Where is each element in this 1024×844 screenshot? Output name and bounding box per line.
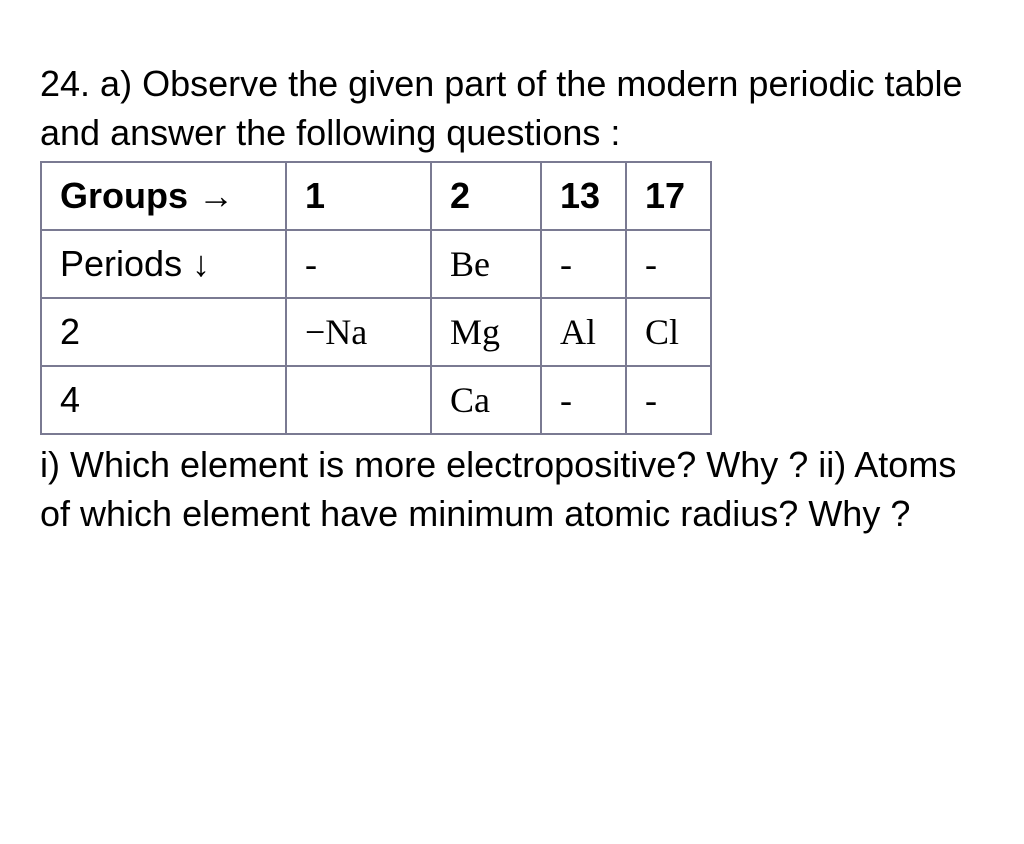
cell-be: Be — [431, 230, 541, 298]
cell: - — [541, 230, 626, 298]
group-col-13: 13 — [541, 162, 626, 230]
periods-label: Periods — [60, 243, 182, 284]
question-intro: 24. a) Observe the given part of the mod… — [40, 60, 984, 157]
groups-label-cell: Groups → — [41, 162, 286, 230]
sub-questions: i) Which element is more electropositive… — [40, 441, 984, 538]
cell-al: Al — [541, 298, 626, 366]
periodic-table: Groups → 1 2 13 17 Periods ↓ - Be - - 2 … — [40, 161, 712, 435]
question-intro-text: Observe the given part of the modern per… — [40, 63, 963, 153]
cell: - — [541, 366, 626, 434]
cell-na: −Na — [286, 298, 431, 366]
cell-ca: Ca — [431, 366, 541, 434]
group-col-17: 17 — [626, 162, 711, 230]
groups-label: Groups — [60, 175, 188, 216]
periods-label-cell: Periods ↓ — [41, 230, 286, 298]
cell — [286, 366, 431, 434]
cell: - — [626, 366, 711, 434]
table-row: Periods ↓ - Be - - — [41, 230, 711, 298]
period-label-2: 2 — [41, 298, 286, 366]
table-row: 4 Ca - - — [41, 366, 711, 434]
question-number: 24. a) — [40, 63, 132, 104]
cell: - — [626, 230, 711, 298]
sub-question-1: i) Which element is more electropositive… — [40, 444, 808, 485]
cell-mg: Mg — [431, 298, 541, 366]
table-row: 2 −Na Mg Al Cl — [41, 298, 711, 366]
arrow-down-icon: ↓ — [192, 243, 210, 284]
table-header-row: Groups → 1 2 13 17 — [41, 162, 711, 230]
group-col-2: 2 — [431, 162, 541, 230]
cell-cl: Cl — [626, 298, 711, 366]
arrow-right-icon: → — [198, 175, 234, 216]
group-col-1: 1 — [286, 162, 431, 230]
period-label-4: 4 — [41, 366, 286, 434]
cell: - — [286, 230, 431, 298]
